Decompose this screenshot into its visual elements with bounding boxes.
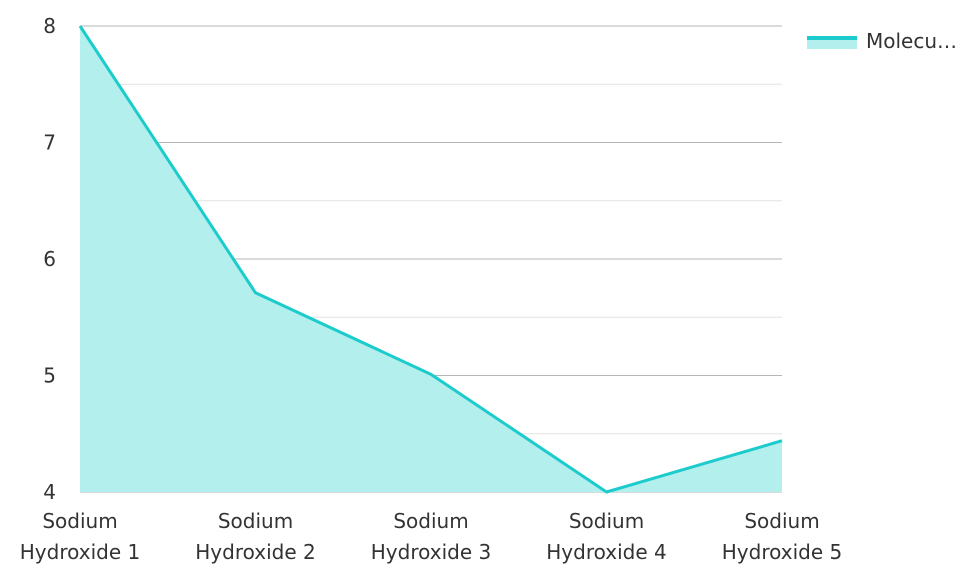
series-line (78, 25, 783, 494)
x-axis-ticks: Sodium Hydroxide 1 Sodium Hydroxide 2 Sodium… (20, 509, 842, 564)
series-area (80, 26, 782, 492)
y-tick-label: 7 (43, 131, 56, 155)
legend-label: Molecu… (866, 29, 957, 53)
x-tick-label: Sodium Hydroxide 3 (371, 509, 491, 564)
y-tick-label: 6 (43, 247, 56, 271)
x-tick-label: Sodium Hydroxide 4 (546, 509, 666, 564)
legend: Molecu… (807, 29, 957, 53)
y-tick-label: 4 (43, 480, 56, 504)
x-tick-label: Sodium Hydroxide 5 (722, 509, 842, 564)
y-tick-label: 5 (43, 364, 56, 388)
y-tick-label: 8 (43, 14, 56, 38)
x-tick-label: Sodium Hydroxide 1 (20, 509, 140, 564)
y-axis-ticks: 4 5 6 7 8 (43, 14, 56, 504)
x-tick-label: Sodium Hydroxide 2 (195, 509, 315, 564)
legend-swatch-line (807, 36, 857, 40)
